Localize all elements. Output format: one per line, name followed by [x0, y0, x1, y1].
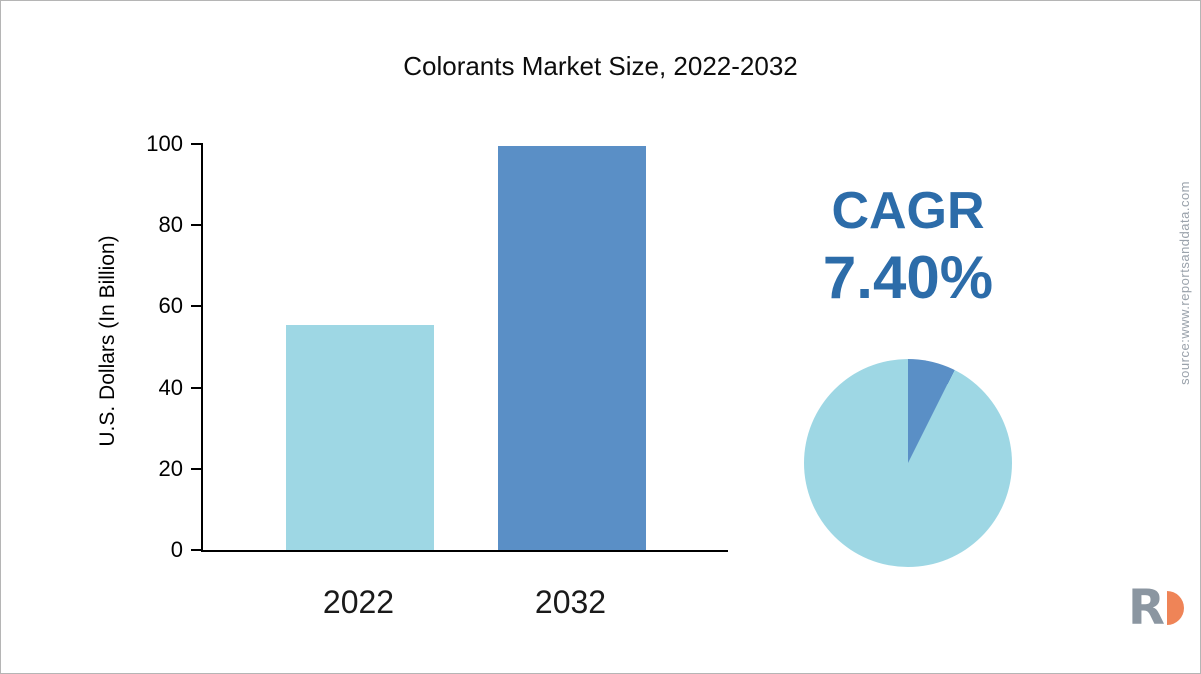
chart-title: Colorants Market Size, 2022-2032: [403, 51, 798, 81]
logo-orange-mark-icon: [1167, 590, 1184, 625]
x-label-2032: 2032: [534, 584, 607, 620]
x-axis-labels: 2022 2032: [201, 584, 728, 621]
cagr-value: 7.40%: [822, 243, 994, 311]
y-tick-40: 40: [159, 375, 203, 400]
bar-2022: [285, 324, 434, 550]
y-tick-label: 20: [158, 455, 183, 481]
x-label-2022: 2022: [322, 584, 395, 620]
y-tick-100: 100: [146, 131, 203, 156]
bar-plot: 0 20 40 60 80 100: [146, 131, 728, 562]
y-tick-0: 0: [171, 537, 203, 562]
y-tick-80: 80: [159, 212, 203, 237]
y-tick-label: 80: [158, 212, 183, 238]
y-tick-label: 0: [170, 537, 183, 562]
y-tick-label: 100: [146, 131, 183, 156]
source-note: source:www.reportsanddata.com: [1177, 181, 1192, 385]
y-tick-60: 60: [159, 293, 203, 318]
brand-logo: R: [1128, 579, 1184, 636]
y-axis-label: U.S. Dollars (In Billion): [96, 235, 119, 447]
y-tick-label: 40: [158, 374, 183, 400]
y-tick-20: 20: [159, 456, 203, 481]
pie-chart: [804, 358, 1012, 567]
bars: [203, 144, 728, 550]
logo-letter: R: [1128, 579, 1165, 636]
cagr-label: CAGR: [831, 182, 985, 240]
cagr-panel: CAGR 7.40%: [795, 184, 1021, 567]
bar-2032: [497, 146, 646, 550]
y-tick-label: 60: [158, 293, 183, 319]
